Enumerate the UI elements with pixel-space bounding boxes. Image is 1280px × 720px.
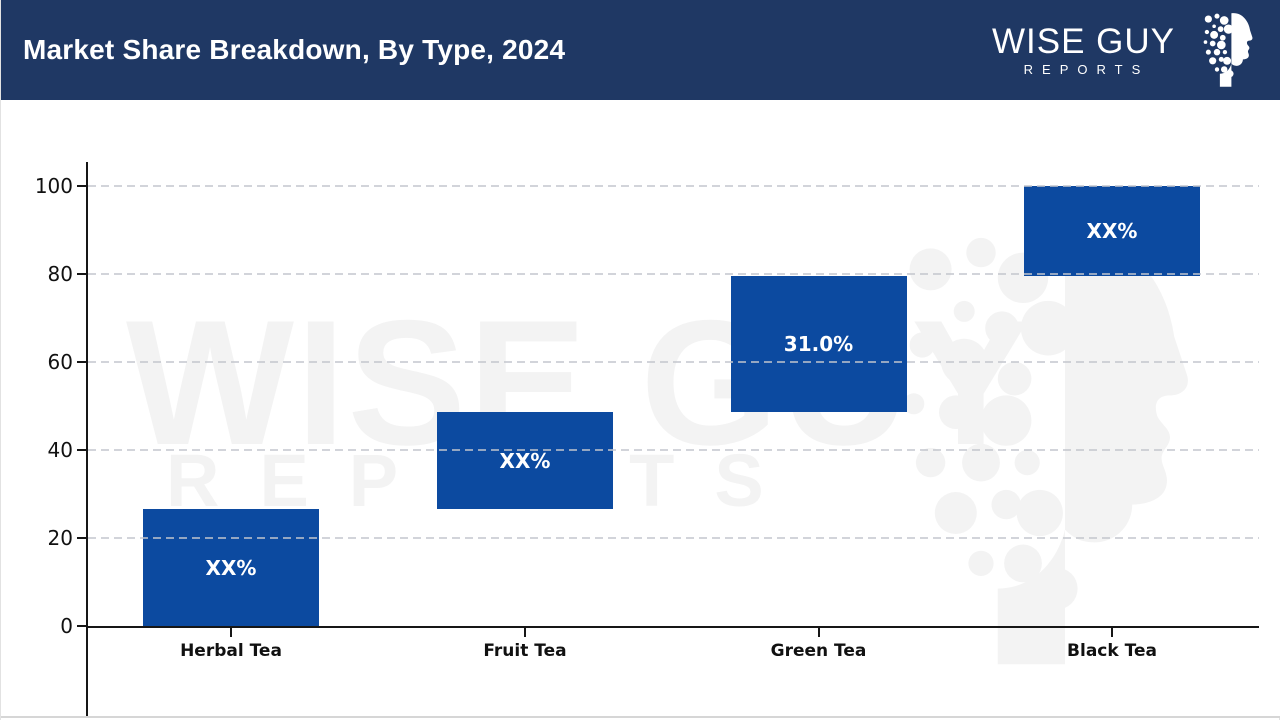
brand-logo: WISE GUY REPORTS: [992, 8, 1253, 92]
gridline-80: [88, 272, 1259, 275]
brand-logo-text: WISE GUY REPORTS: [992, 24, 1175, 77]
gridline-20: [88, 536, 1259, 539]
y-tick-0: [77, 625, 86, 627]
y-tick-20: [77, 536, 86, 539]
bar-value-label: XX%: [499, 448, 551, 473]
x-tick-1: [524, 628, 526, 637]
category-label-fruit-tea: Fruit Tea: [483, 641, 567, 661]
gridline-100: [88, 184, 1259, 187]
bar-herbal-tea: XX%: [143, 509, 319, 626]
x-tick-3: [1111, 628, 1113, 637]
y-tick-label-40: 40: [47, 437, 73, 462]
gridline-40: [88, 448, 1259, 451]
x-tick-0: [230, 628, 232, 637]
header-bar: Market Share Breakdown, By Type, 2024 WI…: [1, 0, 1280, 100]
y-tick-label-100: 100: [34, 173, 73, 198]
brand-name: WISE GUY: [991, 21, 1175, 61]
category-label-herbal-tea: Herbal Tea: [180, 641, 282, 661]
y-tick-label-0: 0: [60, 614, 73, 638]
x-axis-line: [86, 626, 1259, 628]
y-tick-label-60: 60: [47, 349, 73, 374]
y-tick-40: [77, 448, 86, 451]
category-label-black-tea: Black Tea: [1067, 641, 1157, 661]
x-tick-2: [817, 628, 820, 637]
y-tick-label-80: 80: [47, 261, 73, 286]
y-tick-60: [77, 360, 86, 363]
bar-value-label: XX%: [205, 555, 257, 580]
category-label-green-tea: Green Tea: [770, 641, 867, 661]
y-tick-100: [77, 184, 86, 187]
brand-face-icon: [1203, 13, 1253, 87]
bar-value-label: 31.0%: [783, 332, 854, 357]
y-tick-label-20: 20: [47, 525, 73, 550]
chart-title: Market Share Breakdown, By Type, 2024: [23, 34, 566, 65]
bar-value-label: XX%: [1086, 218, 1138, 243]
bar-green-tea: 31.0%: [730, 275, 907, 413]
bar-black-tea: XX%: [1024, 185, 1200, 276]
y-axis-line: [86, 162, 88, 716]
bar-fruit-tea: XX%: [437, 412, 613, 510]
y-tick-80: [77, 272, 86, 275]
gridline-60: [88, 360, 1259, 363]
brand-subname: REPORTS: [1023, 61, 1150, 77]
chart-area: WISE GUY REPORTS XX%XX%31.0%XX%020406080…: [1, 100, 1280, 718]
